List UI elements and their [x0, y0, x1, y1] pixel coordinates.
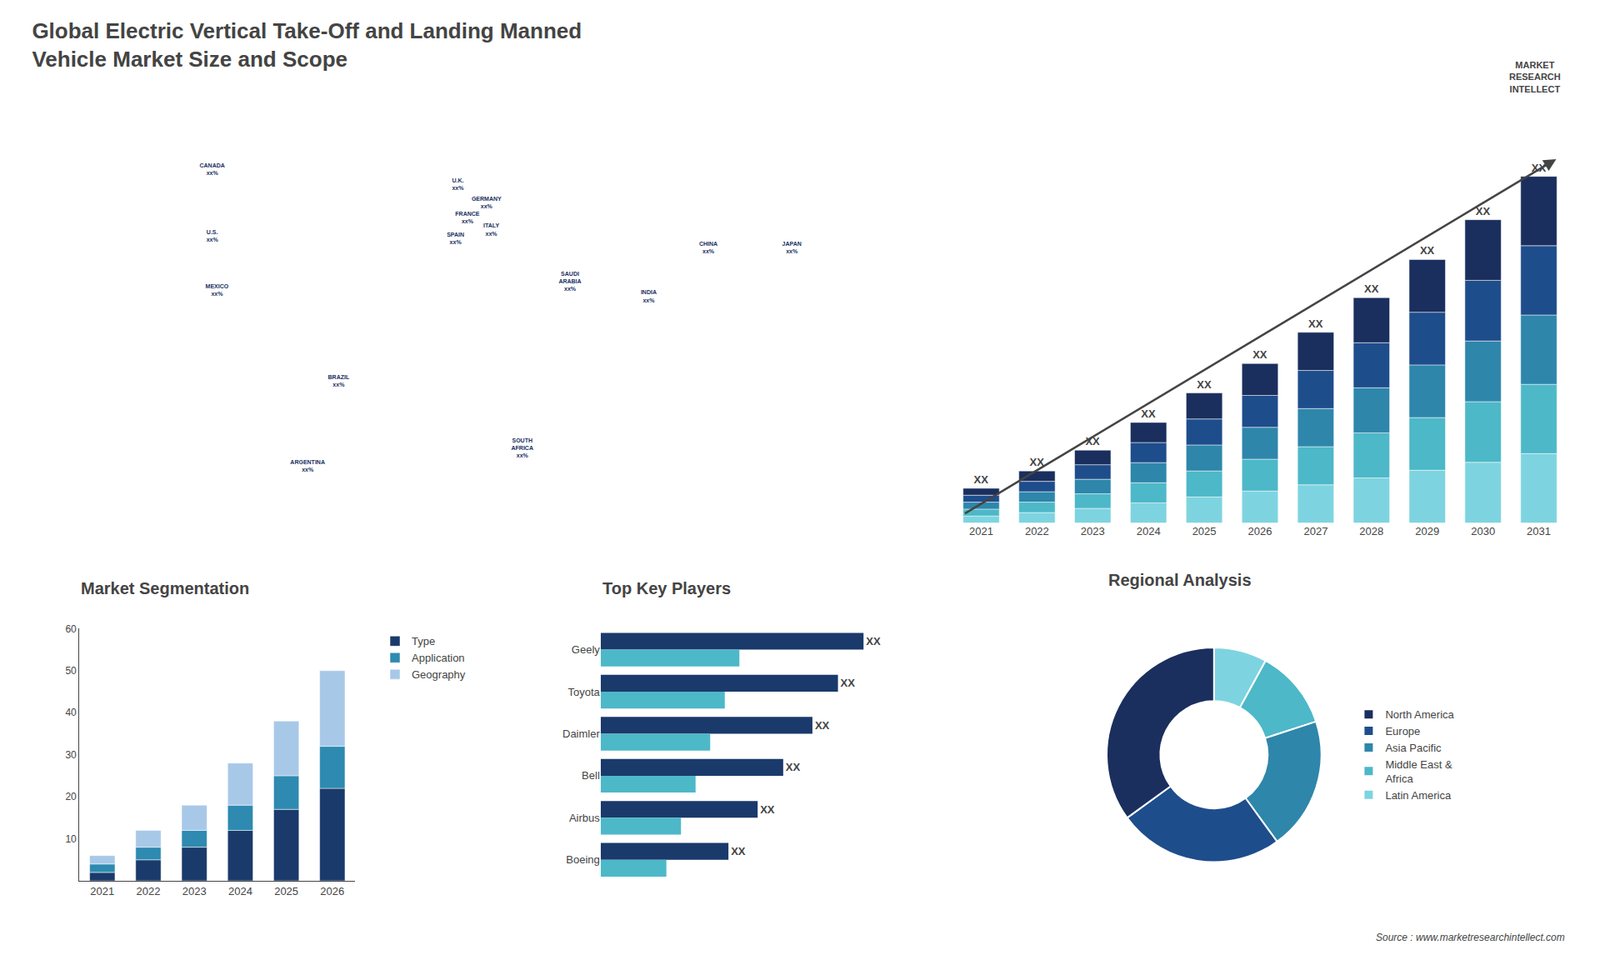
- svg-text:2024: 2024: [228, 885, 253, 898]
- svg-text:XX: XX: [974, 473, 990, 486]
- svg-text:Latin America: Latin America: [1385, 789, 1452, 802]
- svg-text:Airbus: Airbus: [569, 811, 600, 825]
- svg-text:XX: XX: [785, 760, 801, 774]
- svg-text:2027: 2027: [1303, 525, 1328, 538]
- svg-text:XX: XX: [1030, 455, 1045, 469]
- svg-text:XX: XX: [1364, 282, 1380, 295]
- svg-text:SPAINxx%: SPAINxx%: [446, 231, 465, 245]
- svg-text:Source : www.marketresearchint: Source : www.marketresearchintellect.com: [1375, 931, 1565, 944]
- svg-text:Market Segmentation: Market Segmentation: [80, 579, 250, 598]
- svg-text:U.K.xx%: U.K.xx%: [451, 177, 465, 191]
- svg-text:Asia Pacific: Asia Pacific: [1385, 741, 1442, 755]
- svg-text:XX: XX: [760, 803, 775, 816]
- svg-text:2029: 2029: [1415, 525, 1440, 538]
- svg-text:XX: XX: [840, 676, 856, 690]
- svg-text:Regional Analysis: Regional Analysis: [1108, 570, 1252, 590]
- svg-text:40: 40: [65, 706, 77, 719]
- svg-text:Bell: Bell: [581, 769, 600, 782]
- svg-text:Type: Type: [411, 635, 435, 648]
- svg-text:2021: 2021: [969, 525, 994, 538]
- svg-text:XX: XX: [1252, 348, 1268, 361]
- svg-text:BRAZILxx%: BRAZILxx%: [328, 374, 350, 388]
- svg-text:2022: 2022: [136, 885, 161, 898]
- svg-text:Boeing: Boeing: [565, 853, 600, 866]
- svg-text:Geely: Geely: [571, 643, 600, 656]
- svg-text:JAPANxx%: JAPANxx%: [782, 240, 802, 255]
- svg-text:Middle East &Africa: Middle East &Africa: [1385, 758, 1453, 785]
- svg-text:2028: 2028: [1359, 525, 1384, 538]
- svg-text:XX: XX: [1420, 244, 1435, 257]
- svg-text:XX: XX: [730, 845, 746, 858]
- svg-text:MEXICOxx%: MEXICOxx%: [205, 283, 230, 297]
- svg-text:Toyota: Toyota: [567, 685, 600, 699]
- svg-text:XX: XX: [1196, 378, 1212, 391]
- svg-text:30: 30: [65, 749, 77, 761]
- svg-text:2023: 2023: [1080, 525, 1105, 538]
- svg-text:XX: XX: [815, 719, 830, 732]
- svg-text:2030: 2030: [1470, 525, 1495, 538]
- svg-text:2025: 2025: [1192, 525, 1217, 538]
- svg-text:GERMANYxx%: GERMANYxx%: [471, 195, 502, 210]
- svg-text:2023: 2023: [182, 885, 207, 898]
- svg-text:ARGENTINAxx%: ARGENTINAxx%: [290, 459, 325, 473]
- svg-text:North America: North America: [1385, 708, 1455, 721]
- svg-text:XX: XX: [1140, 407, 1156, 420]
- svg-text:CANADAxx%: CANADAxx%: [199, 162, 225, 176]
- svg-text:XX: XX: [865, 635, 881, 648]
- svg-text:Top Key Players: Top Key Players: [602, 579, 731, 598]
- svg-text:50: 50: [65, 665, 77, 677]
- svg-text:60: 60: [65, 623, 77, 635]
- svg-text:Daimler: Daimler: [562, 727, 600, 740]
- svg-text:2026: 2026: [320, 885, 345, 898]
- svg-text:SAUDIARABIAxx%: SAUDIARABIAxx%: [558, 270, 581, 292]
- svg-text:ITALYxx%: ITALYxx%: [483, 222, 500, 236]
- svg-text:2024: 2024: [1136, 525, 1161, 538]
- svg-text:XX: XX: [1475, 205, 1491, 218]
- svg-text:2021: 2021: [90, 885, 115, 898]
- svg-text:2022: 2022: [1025, 525, 1050, 538]
- svg-text:2031: 2031: [1526, 525, 1551, 538]
- svg-text:20: 20: [65, 790, 77, 803]
- svg-text:Geography: Geography: [411, 668, 466, 681]
- svg-text:FRANCExx%: FRANCExx%: [455, 210, 480, 225]
- svg-text:XX: XX: [1085, 435, 1100, 448]
- svg-text:Europe: Europe: [1385, 725, 1420, 738]
- svg-text:U.S.xx%: U.S.xx%: [206, 229, 220, 243]
- svg-text:2025: 2025: [274, 885, 299, 898]
- svg-text:Application: Application: [411, 651, 465, 665]
- svg-text:SOUTHAFRICAxx%: SOUTHAFRICAxx%: [511, 437, 534, 459]
- svg-text:2026: 2026: [1248, 525, 1273, 538]
- svg-text:10: 10: [65, 833, 77, 845]
- svg-text:Global Electric Vertical Take-: Global Electric Vertical Take-Off and La…: [31, 18, 582, 72]
- svg-text:CHINAxx%: CHINAxx%: [699, 240, 718, 255]
- svg-text:XX: XX: [1531, 161, 1547, 175]
- svg-text:MARKETRESEARCHINTELLECT: MARKETRESEARCHINTELLECT: [1509, 60, 1561, 95]
- svg-text:XX: XX: [1308, 317, 1324, 330]
- svg-text:INDIAxx%: INDIAxx%: [640, 289, 657, 303]
